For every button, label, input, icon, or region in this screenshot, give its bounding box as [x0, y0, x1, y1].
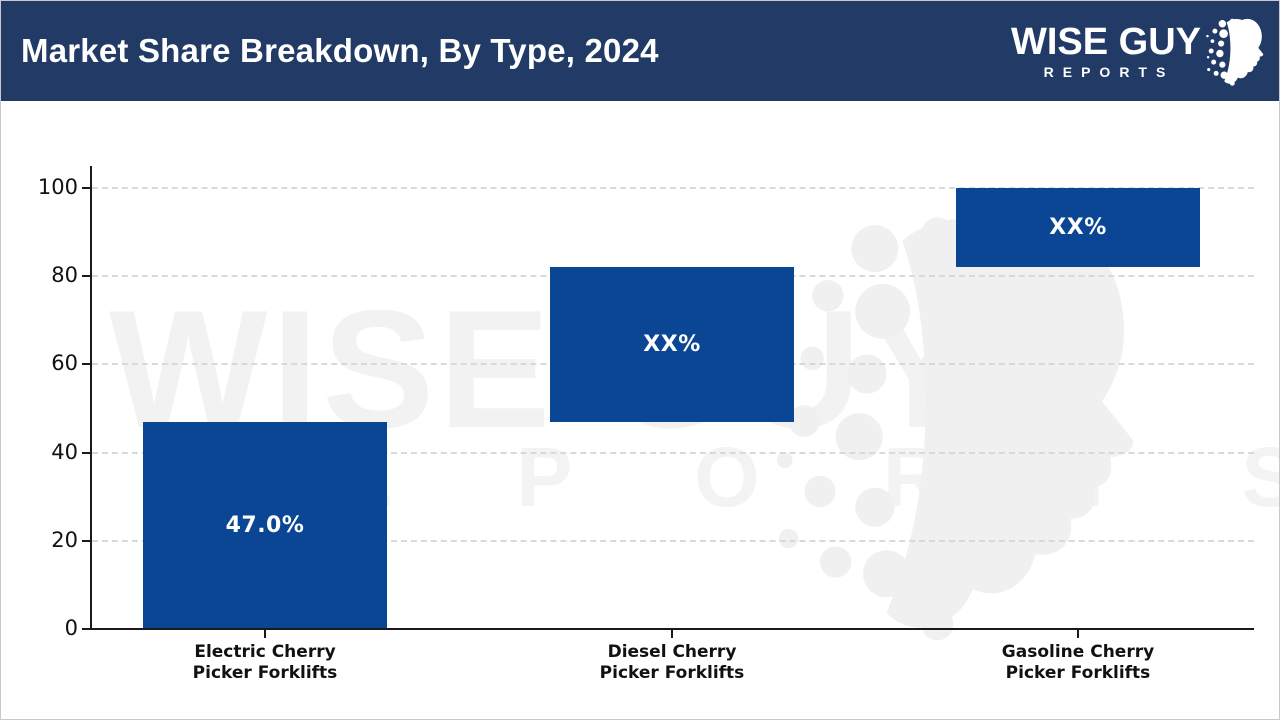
watermark-dotted-head-icon	[773, 217, 1134, 641]
x-tick-1	[264, 630, 266, 638]
y-tick-label-80: 80	[51, 263, 78, 287]
y-tick-label-0: 0	[64, 616, 78, 640]
gridline-100	[92, 187, 1254, 189]
gridline-20	[92, 540, 1254, 542]
y-tick-20	[82, 540, 90, 542]
logo-text: WISE GUY REPORTS	[1011, 23, 1201, 79]
bar-2: XX%	[550, 267, 794, 422]
header-bar: Market Share Breakdown, By Type, 2024 WI…	[1, 1, 1279, 101]
bar-3: XX%	[956, 188, 1200, 267]
x-tick-3	[1077, 630, 1079, 638]
y-tick-100	[82, 187, 90, 189]
category-label-line: Picker Forklifts	[192, 663, 338, 683]
y-tick-label-40: 40	[51, 440, 78, 464]
category-label-line: Gasoline Cherry	[1001, 642, 1155, 662]
wise-guy-reports-logo: WISE GUY REPORTS	[1011, 11, 1267, 91]
y-tick-40	[82, 452, 90, 454]
logo-subtitle: REPORTS	[1043, 64, 1175, 80]
bar-value-label-3: XX%	[1049, 215, 1107, 240]
y-tick-label-20: 20	[51, 528, 78, 552]
y-axis-line	[90, 166, 92, 630]
x-axis-line	[90, 628, 1254, 630]
logo-dotted-head-icon	[1206, 18, 1264, 86]
x-tick-2	[671, 630, 673, 638]
category-label-line: Picker Forklifts	[599, 663, 745, 683]
bar-value-label-2: XX%	[643, 332, 701, 357]
y-tick-0	[82, 628, 90, 630]
category-label-2: Diesel Cherry Picker Forklifts	[522, 642, 822, 684]
gridline-40	[92, 452, 1254, 454]
logo-wordmark: WISE GUY	[1010, 21, 1201, 63]
category-label-line: Diesel Cherry	[607, 642, 737, 662]
y-tick-80	[82, 275, 90, 277]
y-tick-label-100: 100	[37, 175, 78, 199]
category-label-1: Electric Cherry Picker Forklifts	[115, 642, 415, 684]
category-label-line: Picker Forklifts	[1005, 663, 1151, 683]
category-label-line: Electric Cherry	[194, 642, 336, 662]
y-tick-60	[82, 363, 90, 365]
y-tick-label-60: 60	[51, 351, 78, 375]
bar-value-label-1: 47.0%	[225, 513, 305, 538]
category-label-3: Gasoline Cherry Picker Forklifts	[928, 642, 1228, 684]
page-title: Market Share Breakdown, By Type, 2024	[21, 32, 659, 69]
bar-1: 47.0%	[143, 422, 387, 629]
